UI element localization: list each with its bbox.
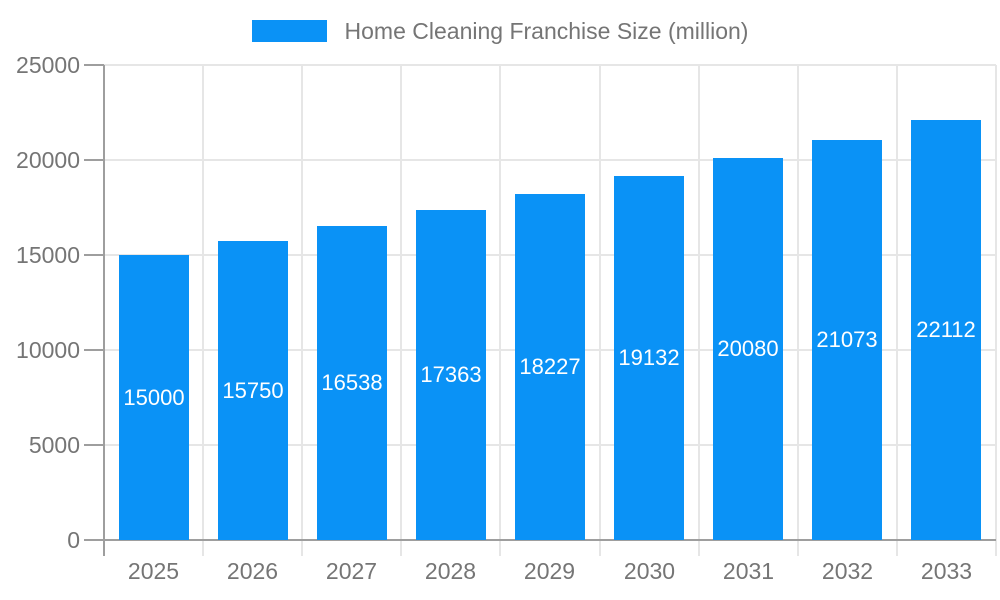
x-axis-line <box>84 539 996 541</box>
v-gridline <box>202 65 205 556</box>
y-tick-label: 25000 <box>16 52 80 78</box>
bar: 17363 <box>416 210 486 540</box>
y-tick <box>84 159 104 161</box>
v-gridline <box>598 65 601 556</box>
bar: 21073 <box>812 140 882 540</box>
v-gridline <box>796 65 799 556</box>
x-tick-label: 2031 <box>722 558 775 584</box>
bar: 22112 <box>911 120 981 540</box>
x-tick-label: 2029 <box>523 558 576 584</box>
bar-value-label: 19132 <box>618 345 680 370</box>
x-tick-label: 2028 <box>424 558 477 584</box>
x-tick-label: 2025 <box>127 558 180 584</box>
bar-value-label: 18227 <box>519 354 581 379</box>
bar: 19132 <box>614 176 684 540</box>
legend-label: Home Cleaning Franchise Size (million) <box>344 18 749 44</box>
y-tick <box>84 64 104 66</box>
y-tick-label: 0 <box>67 527 80 553</box>
x-tick-label: 2026 <box>226 558 279 584</box>
bar-value-label: 21073 <box>816 327 878 352</box>
legend-swatch <box>251 20 327 42</box>
v-gridline <box>499 65 502 556</box>
v-gridline <box>995 65 997 556</box>
y-tick <box>84 254 104 256</box>
bar-value-label: 15000 <box>123 385 185 410</box>
x-tick-label: 2030 <box>623 558 676 584</box>
bar-value-label: 15750 <box>222 378 284 403</box>
bar-value-label: 17363 <box>420 362 482 387</box>
y-tick <box>84 444 104 446</box>
legend: Home Cleaning Franchise Size (million) <box>0 16 1000 46</box>
h-gridline <box>104 64 996 66</box>
y-tick-label: 20000 <box>16 147 80 173</box>
bar: 18227 <box>515 194 585 540</box>
v-gridline <box>895 65 898 556</box>
bar-value-label: 22112 <box>916 317 976 342</box>
y-tick <box>84 349 104 351</box>
bar: 15000 <box>119 255 189 540</box>
bar: 16538 <box>317 226 387 540</box>
y-tick-label: 15000 <box>16 242 80 268</box>
h-gridline <box>104 159 996 161</box>
y-tick-label: 5000 <box>28 432 80 458</box>
bar-value-label: 16538 <box>321 370 383 395</box>
x-tick-label: 2032 <box>821 558 874 584</box>
x-tick-label: 2027 <box>325 558 378 584</box>
v-gridline <box>697 65 700 556</box>
bar: 20080 <box>713 158 783 540</box>
v-gridline <box>400 65 403 556</box>
bar-value-label: 20080 <box>717 336 779 361</box>
v-gridline <box>301 65 304 556</box>
x-tick-label: 2033 <box>920 558 973 584</box>
y-tick-label: 10000 <box>16 337 80 363</box>
bar: 15750 <box>218 241 288 540</box>
y-axis-line <box>103 65 105 556</box>
